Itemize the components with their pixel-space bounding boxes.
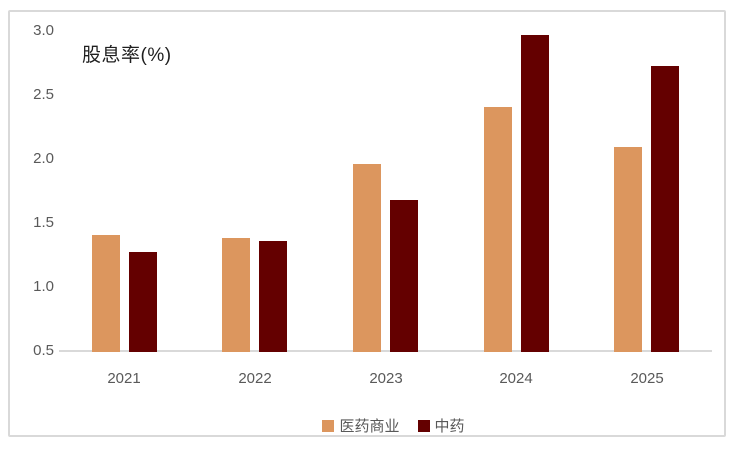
bar-医药商业-2025 [614,147,642,352]
x-tick-label-2021: 2021 [107,370,141,387]
bar-医药商业-2024 [484,107,512,352]
x-tick-label-2022: 2022 [238,370,272,387]
bar-中药-2022 [259,241,287,352]
bar-中药-2025 [651,66,679,352]
bar-医药商业-2021 [92,235,120,352]
x-tick-label-2024: 2024 [499,370,533,387]
legend-item-中药: 中药 [417,415,465,436]
bar-中药-2024 [521,35,549,352]
bar-中药-2021 [129,252,157,352]
y-tick-label: 1.5 [33,214,54,231]
x-axis-line [59,350,712,352]
x-tick-label-2025: 2025 [630,370,664,387]
bar-医药商业-2023 [353,164,381,352]
x-tick-label-2023: 2023 [369,370,403,387]
legend-swatch-icon [417,419,430,432]
bar-中药-2023 [390,200,418,352]
chart-title: 股息率(%) [82,45,172,66]
legend: 医药商业 中药 [67,415,720,436]
legend-swatch-icon [322,419,335,432]
y-tick-label: 3.0 [33,22,54,39]
chart-frame-border: 股息率(%) 3.0 2.5 2.0 1.5 1.0 0.5 2021 2022 2023 20… [8,10,726,437]
legend-label: 医药商业 [339,418,400,435]
legend-item-医药商业: 医药商业 [322,415,400,436]
y-tick-label: 0.5 [33,342,54,359]
y-tick-label: 2.0 [33,150,54,167]
legend-label: 中药 [434,418,465,435]
bar-医药商业-2022 [222,238,250,352]
y-tick-label: 2.5 [33,86,54,103]
y-tick-label: 1.0 [33,278,54,295]
